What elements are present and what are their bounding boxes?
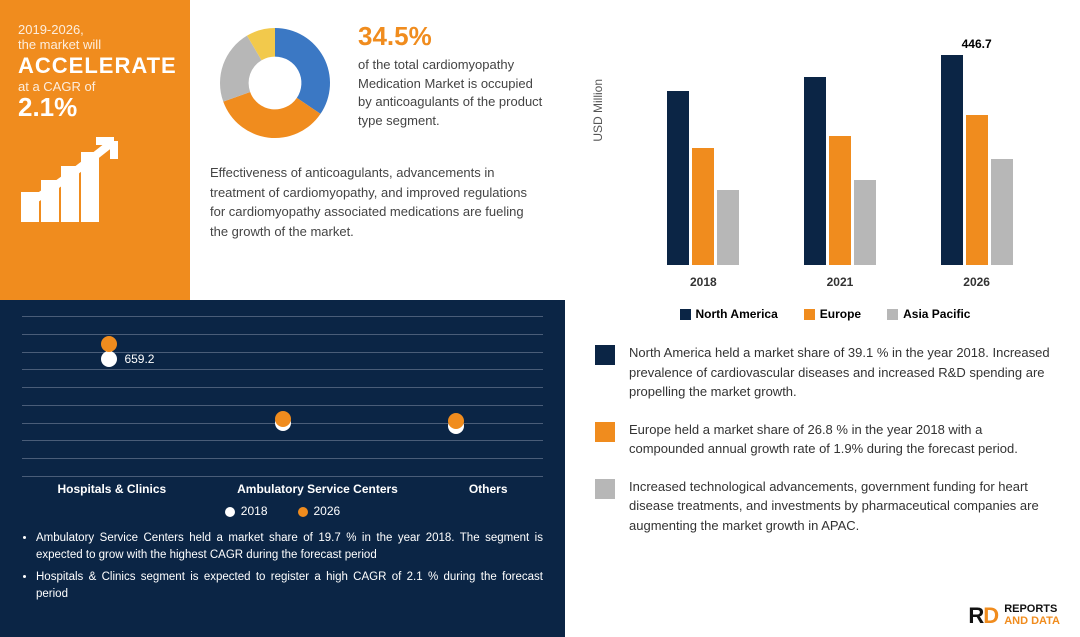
donut-slice <box>275 28 330 114</box>
donut-percent: 34.5% <box>358 18 543 56</box>
region-bar-chart: USD Million 446.7 201820212026 North Ame… <box>595 20 1055 325</box>
strip-point <box>101 351 117 367</box>
donut-panel: 34.5% of the total cardiomyopathy Medica… <box>190 0 565 300</box>
logo: RD REPORTS AND DATA <box>968 603 1060 629</box>
region-block: Europe held a market share of 26.8 % in … <box>595 420 1055 459</box>
infographic-root: 2019-2026, the market will ACCELERATE at… <box>0 0 1080 637</box>
bar <box>804 77 826 265</box>
gridline <box>22 334 543 335</box>
accel-years: 2019-2026, <box>18 22 172 37</box>
bar <box>966 115 988 265</box>
strip-x-axis: Hospitals & Clinics Ambulatory Service Ce… <box>22 482 543 496</box>
bar-x-label: 2026 <box>963 275 990 289</box>
bar-ylabel: USD Million <box>591 78 605 141</box>
bar-group: 446.7 <box>941 55 1013 265</box>
strip-x-label: Others <box>469 482 508 496</box>
region-swatch <box>595 422 615 442</box>
strip-legend-item: 2018 <box>225 504 268 518</box>
accelerate-panel: 2019-2026, the market will ACCELERATE at… <box>0 0 190 300</box>
gridline <box>22 458 543 459</box>
strip-point <box>275 411 291 427</box>
strip-legend: 2018 2026 <box>22 504 543 518</box>
bar-legend-item: North America <box>680 307 778 321</box>
logo-mark: RD <box>968 603 998 629</box>
donut-side-text: of the total cardiomyopathy Medication M… <box>358 56 543 131</box>
gridline <box>22 316 543 317</box>
strip-bullet: Ambulatory Service Centers held a market… <box>36 530 543 563</box>
gridline <box>22 369 543 370</box>
bar-group <box>804 77 876 265</box>
bar-x-label: 2021 <box>827 275 854 289</box>
donut-chart <box>210 18 340 153</box>
bar <box>667 91 689 265</box>
gridline <box>22 387 543 388</box>
strip-point <box>101 336 117 352</box>
strip-point <box>448 413 464 429</box>
left-column: 2019-2026, the market will ACCELERATE at… <box>0 0 565 637</box>
bar-group <box>667 91 739 265</box>
strip-bullet: Hospitals & Clinics segment is expected … <box>36 569 543 602</box>
top-left-row: 2019-2026, the market will ACCELERATE at… <box>0 0 565 300</box>
logo-line2: AND DATA <box>1004 616 1060 628</box>
region-texts: North America held a market share of 39.… <box>595 343 1055 553</box>
strip-value-label: 659.2 <box>124 352 154 366</box>
bar <box>829 136 851 265</box>
bar-x-label: 2018 <box>690 275 717 289</box>
region-block: North America held a market share of 39.… <box>595 343 1055 402</box>
gridline <box>22 405 543 406</box>
right-column: USD Million 446.7 2018 2021 2026 North Ame… <box>565 0 1080 637</box>
accel-headline: ACCELERATE <box>18 53 172 79</box>
bar <box>854 180 876 265</box>
accel-percent: 2.1% <box>18 92 172 123</box>
gridline <box>22 352 543 353</box>
bar <box>941 55 963 265</box>
strip-chart: 659.2 <box>22 316 543 476</box>
region-text: Europe held a market share of 26.8 % in … <box>629 420 1055 459</box>
bar <box>692 148 714 266</box>
bar <box>717 190 739 265</box>
bar-top-label: 446.7 <box>962 37 992 51</box>
strip-x-label: Hospitals & Clinics <box>57 482 166 496</box>
growth-icon <box>18 135 172 230</box>
region-swatch <box>595 345 615 365</box>
donut-below-text: Effectiveness of anticoagulants, advance… <box>210 163 543 241</box>
bar-legend-item: Europe <box>804 307 861 321</box>
region-block: Increased technological advancements, go… <box>595 477 1055 536</box>
gridline <box>22 440 543 441</box>
accel-line3: at a CAGR of <box>18 79 172 94</box>
bar-legend-item: Asia Pacific <box>887 307 970 321</box>
strip-x-label: Ambulatory Service Centers <box>237 482 398 496</box>
region-text: North America held a market share of 39.… <box>629 343 1055 402</box>
accel-line2: the market will <box>18 37 172 52</box>
region-text: Increased technological advancements, go… <box>629 477 1055 536</box>
strip-bullets: Ambulatory Service Centers held a market… <box>22 530 543 609</box>
strip-legend-item: 2026 <box>298 504 341 518</box>
gridline <box>22 476 543 477</box>
region-swatch <box>595 479 615 499</box>
bar <box>991 159 1013 265</box>
end-user-panel: 659.2 Hospitals & Clinics Ambulatory Serv… <box>0 300 565 637</box>
